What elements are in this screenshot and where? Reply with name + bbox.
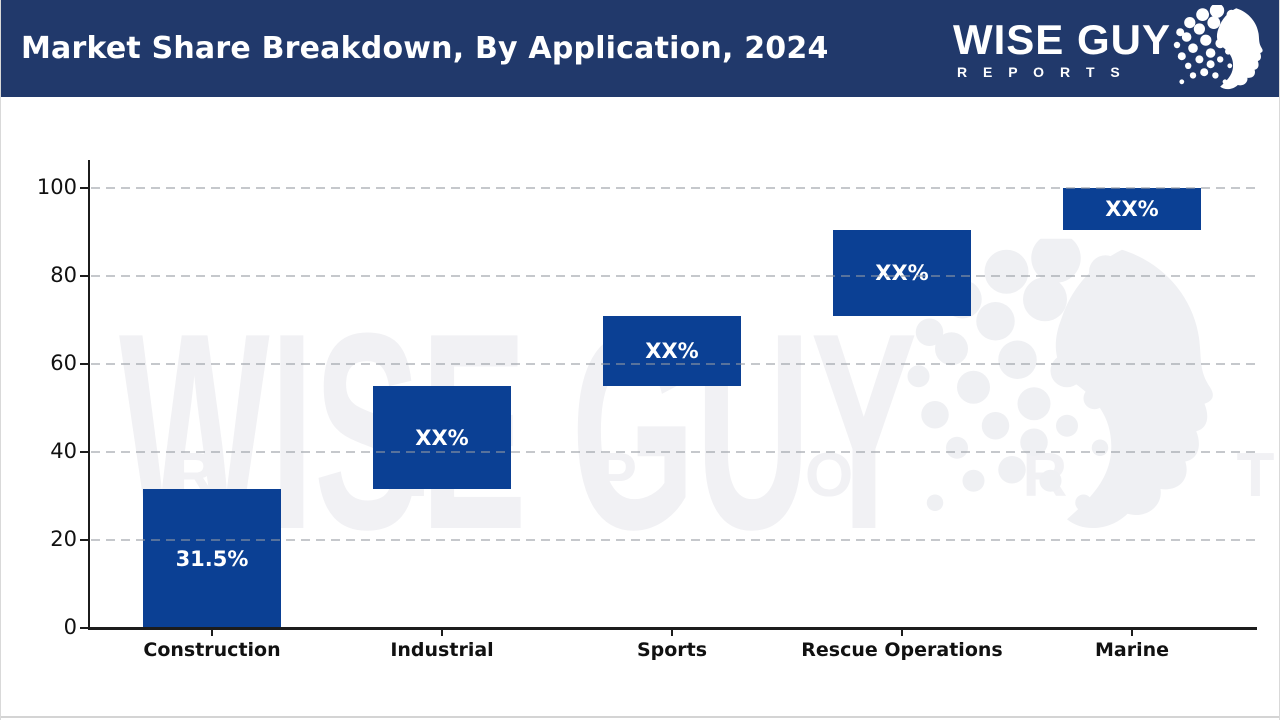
y-tick-label: 20: [50, 527, 77, 551]
x-tick-mark: [671, 629, 673, 636]
bar-value-label: XX%: [875, 260, 929, 285]
y-tick-label: 80: [50, 263, 77, 287]
x-tick-label: Sports: [636, 639, 708, 661]
y-tick-label: 60: [50, 351, 77, 375]
y-tick-mark: [80, 451, 88, 453]
gridline-100: [91, 187, 1257, 189]
gridline-80: [91, 275, 1257, 277]
bar-segment-sports: XX%: [603, 315, 741, 386]
x-tick-mark: [901, 629, 903, 636]
bar-value-label: 31.5%: [175, 546, 249, 571]
header-bar: Market Share Breakdown, By Application, …: [1, 0, 1279, 97]
y-tick-mark: [80, 539, 88, 541]
bar-value-label: XX%: [415, 425, 469, 450]
y-tick-label: 100: [36, 175, 77, 199]
gridline-60: [91, 363, 1257, 365]
x-tick-label: Rescue Operations: [801, 639, 1003, 661]
y-tick-mark: [80, 187, 88, 189]
y-tick-mark: [80, 627, 88, 629]
x-tick-mark: [211, 629, 213, 636]
x-tick-label: Industrial: [390, 639, 494, 661]
logo-name-text: WISE GUY: [952, 15, 1171, 63]
logo-reports-text: R E P O R T S: [956, 63, 1126, 80]
x-tick-mark: [441, 629, 443, 636]
gridline-20: [91, 539, 1257, 541]
y-tick-label: 0: [63, 615, 77, 639]
bottom-border-line: [1, 716, 1279, 718]
bar-segment-construction: 31.5%: [143, 489, 281, 628]
x-axis-line: [89, 627, 1257, 630]
bar-segment-marine: XX%: [1063, 188, 1201, 230]
bar-value-label: XX%: [645, 338, 699, 363]
gridline-40: [91, 451, 1257, 453]
y-tick-label: 40: [50, 439, 77, 463]
x-tick-mark: [1131, 629, 1133, 636]
bar-segment-industrial: XX%: [373, 386, 511, 490]
chart-title: Market Share Breakdown, By Application, …: [21, 31, 829, 66]
logo-text: WISE GUY R E P O R T S: [952, 15, 1171, 80]
y-axis-line: [88, 160, 90, 630]
x-tick-label: Construction: [143, 639, 281, 661]
bar-segment-rescue-operations: XX%: [833, 229, 971, 316]
y-tick-mark: [80, 275, 88, 277]
x-tick-label: Marine: [1094, 639, 1170, 661]
wise-guy-reports-logo: WISE GUY R E P O R T S: [953, 5, 1267, 93]
bar-value-label: XX%: [1105, 196, 1159, 221]
y-tick-mark: [80, 363, 88, 365]
